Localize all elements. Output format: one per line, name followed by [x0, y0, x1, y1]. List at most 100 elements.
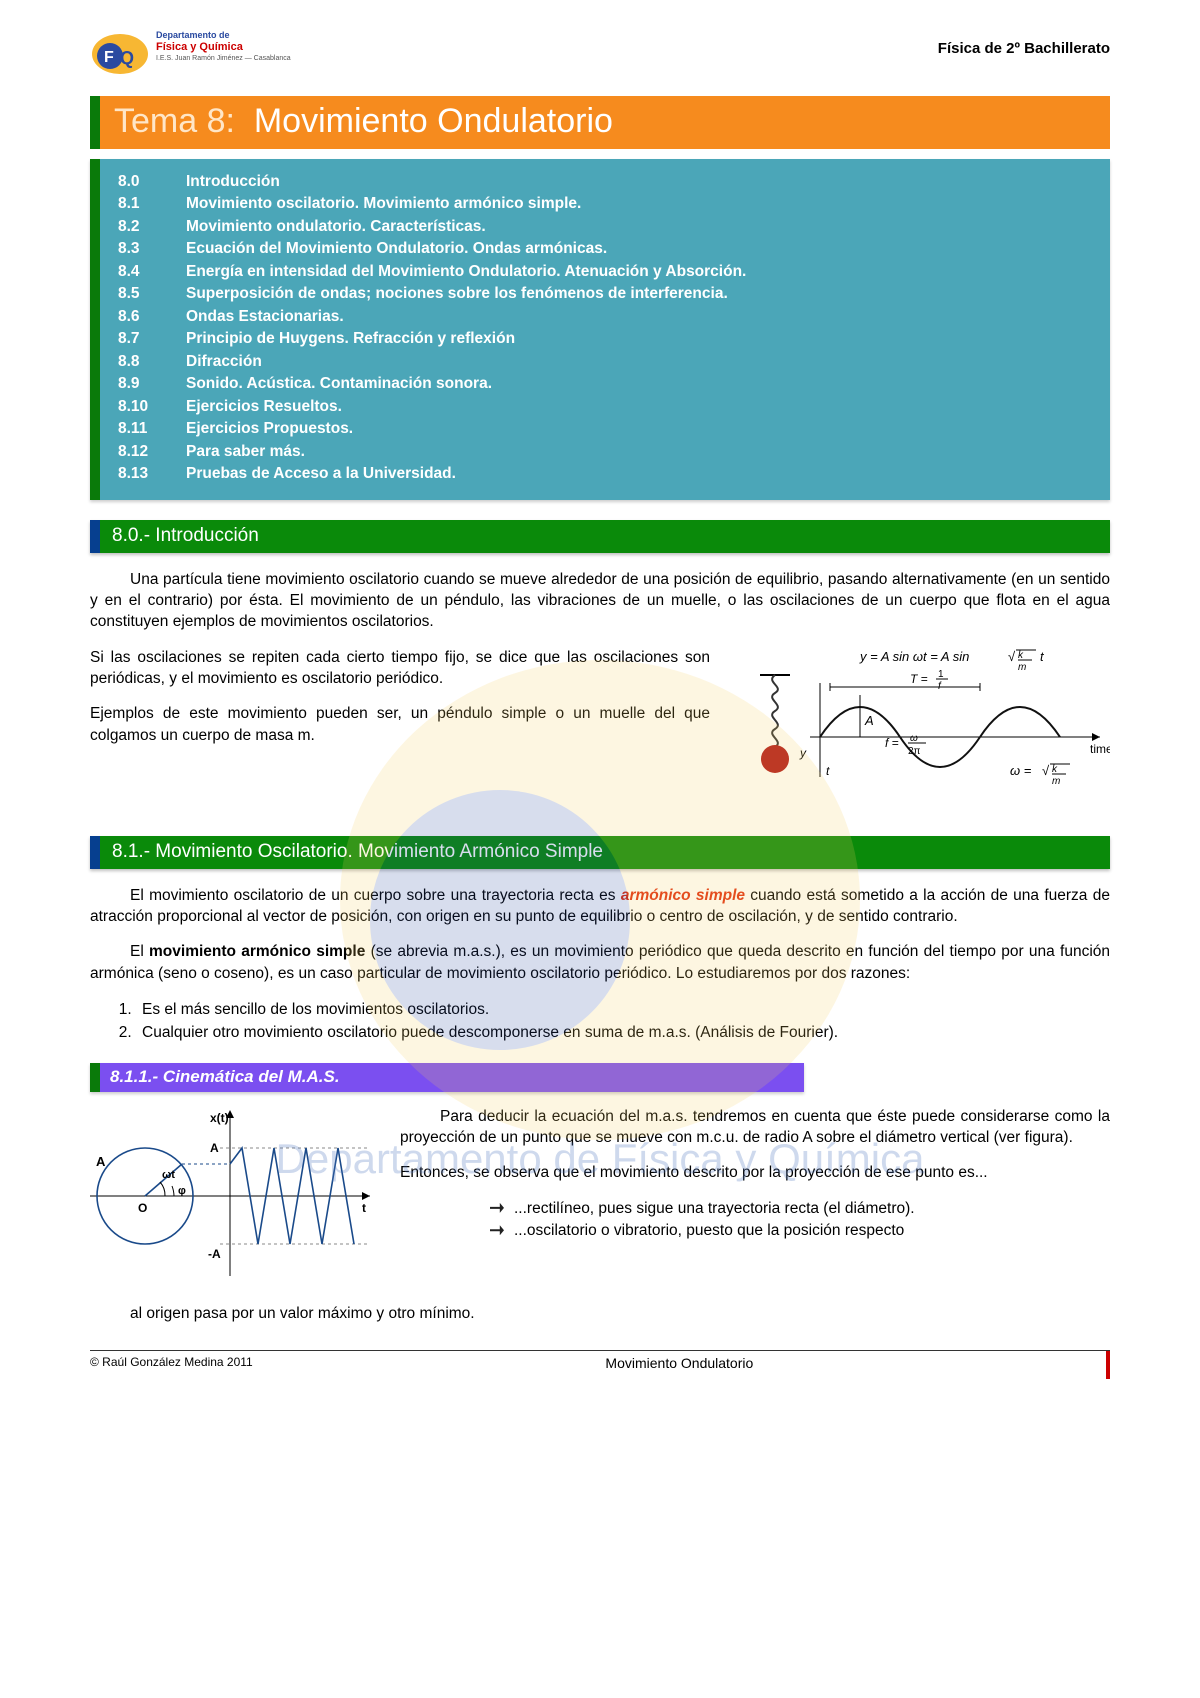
svg-text:2π: 2π	[908, 746, 921, 757]
page-footer: © Raúl González Medina 2011 Movimiento O…	[90, 1350, 1110, 1379]
svg-text:t: t	[1040, 649, 1045, 664]
toc-num: 8.2	[118, 216, 162, 238]
toc-num: 8.10	[118, 396, 162, 418]
svg-text:A: A	[210, 1141, 219, 1155]
bullet-icon	[490, 1225, 504, 1235]
svg-text:A: A	[864, 713, 874, 728]
toc-num: 8.4	[118, 261, 162, 283]
s81-p2: El movimiento armónico simple (se abrevi…	[90, 941, 1110, 984]
toc-title: Sonido. Acústica. Contaminación sonora.	[186, 373, 492, 395]
svg-text:F: F	[104, 49, 114, 66]
toc-title: Energía en intensidad del Movimiento Ond…	[186, 261, 746, 283]
toc-num: 8.0	[118, 171, 162, 193]
toc-item[interactable]: 8.9 Sonido. Acústica. Contaminación sonor…	[118, 373, 1092, 395]
s811-p1: Para deducir la ecuación del m.a.s. tend…	[400, 1106, 1110, 1149]
toc-title: Ondas Estacionarias.	[186, 306, 344, 328]
toc-num: 8.7	[118, 328, 162, 350]
toc-title: Introducción	[186, 171, 280, 193]
s80-p3: Ejemplos de este movimiento pueden ser, …	[90, 703, 710, 746]
logo-block: F Q Departamento de Física y Química I.E…	[90, 30, 291, 78]
toc-num: 8.6	[118, 306, 162, 328]
svg-text:time: time	[1090, 742, 1110, 756]
toc-title: Principio de Huygens. Refracción y refle…	[186, 328, 515, 350]
svg-text:t: t	[362, 1201, 366, 1215]
s811-p2: Entonces, se observa que el movimiento d…	[400, 1162, 1110, 1183]
footer-left: © Raúl González Medina 2011	[90, 1355, 253, 1379]
svg-text:1: 1	[938, 669, 944, 680]
s81-p1: El movimiento oscilatorio de un cuerpo s…	[90, 885, 1110, 928]
toc-item[interactable]: 8.5 Superposición de ondas; nociones sobr…	[118, 283, 1092, 305]
svg-text:y: y	[799, 746, 807, 760]
toc-num: 8.12	[118, 441, 162, 463]
reason-2: Cualquier otro movimiento oscilatorio pu…	[136, 1021, 1110, 1044]
toc-num: 8.9	[118, 373, 162, 395]
toc-num: 8.8	[118, 351, 162, 373]
s811-bullets: ...rectilíneo, pues sigue una trayectori…	[400, 1198, 1110, 1243]
svg-text:√: √	[1008, 649, 1016, 664]
footer-accent-bar	[1106, 1351, 1110, 1379]
toc-num: 8.1	[118, 193, 162, 215]
toc-title: Ecuación del Movimiento Ondulatorio. Ond…	[186, 238, 607, 260]
svg-text:φ: φ	[178, 1185, 186, 1197]
course-label: Física de 2º Bachillerato	[938, 40, 1110, 57]
toc-item[interactable]: 8.7 Principio de Huygens. Refracción y re…	[118, 328, 1092, 350]
section-head-81: 8.1.- Movimiento Oscilatorio. Movimiento…	[90, 836, 1110, 869]
toc-item[interactable]: 8.3 Ecuación del Movimiento Ondulatorio. …	[118, 238, 1092, 260]
page-header: F Q Departamento de Física y Química I.E…	[90, 30, 1110, 78]
toc-title: Ejercicios Propuestos.	[186, 418, 353, 440]
svg-text:A: A	[96, 1154, 106, 1169]
svg-text:T =: T =	[910, 672, 928, 686]
toc-item[interactable]: 8.11 Ejercicios Propuestos.	[118, 418, 1092, 440]
s811-p3: al origen pasa por un valor máximo y otr…	[130, 1303, 1110, 1324]
svg-text:ωt: ωt	[162, 1169, 175, 1181]
title-bar: Tema 8: Movimiento Ondulatorio	[90, 96, 1110, 149]
svg-text:m: m	[1018, 662, 1026, 673]
svg-text:x(t): x(t)	[210, 1111, 229, 1125]
svg-text:m: m	[1052, 776, 1060, 787]
title-text: Movimiento Ondulatorio	[254, 102, 613, 140]
toc-title: Ejercicios Resueltos.	[186, 396, 342, 418]
bullet-icon	[490, 1203, 504, 1213]
svg-text:t: t	[826, 764, 830, 778]
svg-text:-A: -A	[208, 1247, 221, 1261]
toc-title: Difracción	[186, 351, 262, 373]
dept-line1: Departamento de	[156, 30, 291, 41]
toc-num: 8.3	[118, 238, 162, 260]
footer-center: Movimiento Ondulatorio	[605, 1355, 753, 1379]
fq-logo-icon: F Q	[90, 30, 150, 78]
toc-item[interactable]: 8.1 Movimiento oscilatorio. Movimiento ar…	[118, 193, 1092, 215]
toc-title: Superposición de ondas; nociones sobre l…	[186, 283, 728, 305]
toc-item[interactable]: 8.10 Ejercicios Resueltos.	[118, 396, 1092, 418]
title-prefix: Tema 8:	[114, 102, 235, 140]
svg-text:Q: Q	[120, 48, 134, 68]
toc-num: 8.11	[118, 418, 162, 440]
svg-text:√: √	[1042, 763, 1050, 778]
toc-title: Movimiento oscilatorio. Movimiento armón…	[186, 193, 581, 215]
svg-text:O: O	[138, 1201, 147, 1215]
svg-text:k: k	[1018, 650, 1024, 661]
table-of-contents: 8.0 Introducción 8.1 Movimiento oscilatorio…	[90, 159, 1110, 500]
s80-p2: Si las oscilaciones se repiten cada cier…	[90, 647, 710, 690]
spring-wave-diagram: y = A sin ωt = A sin √ k m t time y t	[730, 647, 1110, 822]
toc-title: Movimiento ondulatorio. Características.	[186, 216, 486, 238]
dept-line3: I.E.S. Juan Ramón Jiménez — Casablanca	[156, 55, 291, 64]
toc-num: 8.5	[118, 283, 162, 305]
svg-text:ω =: ω =	[1010, 763, 1032, 778]
toc-item[interactable]: 8.4 Energía en intensidad del Movimiento …	[118, 261, 1092, 283]
dept-line2: Física y Química	[156, 41, 291, 55]
reason-1: Es el más sencillo de los movimientos os…	[136, 998, 1110, 1021]
svg-text:ω: ω	[910, 733, 918, 744]
toc-item[interactable]: 8.12 Para saber más.	[118, 441, 1092, 463]
section-head-80: 8.0.- Introducción	[90, 520, 1110, 553]
toc-item[interactable]: 8.2 Movimiento ondulatorio. Característic…	[118, 216, 1092, 238]
toc-title: Para saber más.	[186, 441, 305, 463]
toc-title: Pruebas de Acceso a la Universidad.	[186, 463, 456, 485]
s80-p1: Una partícula tiene movimiento oscilator…	[90, 569, 1110, 633]
toc-item[interactable]: 8.0 Introducción	[118, 171, 1092, 193]
svg-text:y = A sin ωt = A sin: y = A sin ωt = A sin	[859, 649, 969, 664]
subsection-head-811: 8.1.1.- Cinemática del M.A.S.	[90, 1063, 804, 1092]
toc-item[interactable]: 8.6 Ondas Estacionarias.	[118, 306, 1092, 328]
toc-item[interactable]: 8.13Pruebas de Acceso a la Universidad.	[118, 463, 1092, 485]
toc-item[interactable]: 8.8 Difracción	[118, 351, 1092, 373]
svg-text:f =: f =	[885, 736, 899, 750]
